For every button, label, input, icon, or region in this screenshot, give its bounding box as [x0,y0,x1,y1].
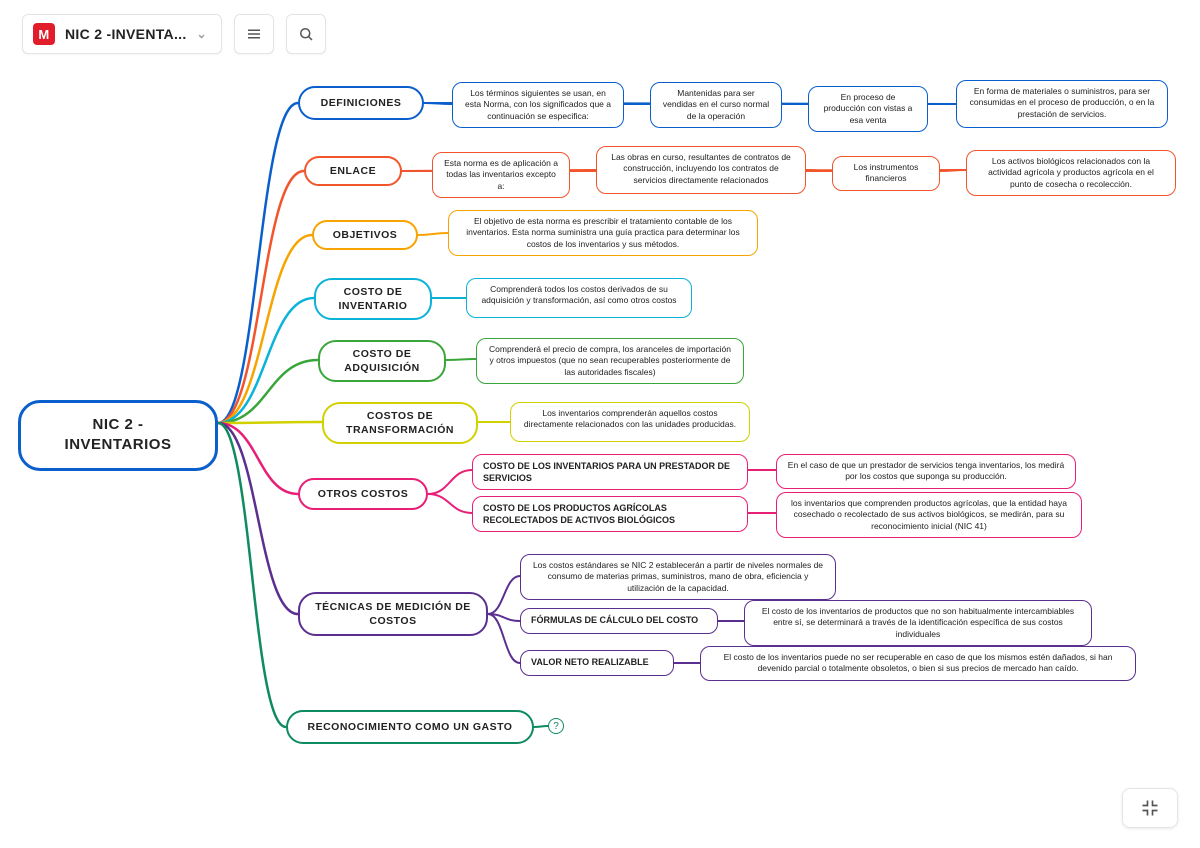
branch-tecnicas[interactable]: TÉCNICAS DE MEDICIÓN DE COSTOS [298,592,488,636]
collapse-icon [1140,798,1160,818]
toolbar: M NIC 2 -INVENTA... ⌄ [22,14,326,54]
menu-icon [245,25,263,43]
document-title: NIC 2 -INVENTA... [65,26,187,42]
leaf-otros-1-0[interactable]: los inventarios que comprenden productos… [776,492,1082,538]
chevron-down-icon: ⌄ [197,27,207,41]
leaf-enlace-1[interactable]: Las obras en curso, resultantes de contr… [596,146,806,194]
leaf-definiciones-3[interactable]: En forma de materiales o suministros, pa… [956,80,1168,128]
leaf-otros-0-0[interactable]: En el caso de que un prestador de servic… [776,454,1076,489]
mindmap-canvas[interactable]: NIC 2 -INVENTARIOS DEFINICIONES Los términ… [0,0,1200,848]
leaf-enlace-2[interactable]: Los instrumentos financieros [832,156,940,191]
branch-recon[interactable]: RECONOCIMIENTO COMO UN GASTO [286,710,534,744]
leaf-tecnicas-1-0[interactable]: El costo de los inventarios de productos… [744,600,1092,646]
leaf-definiciones-1[interactable]: Mantenidas para ser vendidas en el curso… [650,82,782,128]
branch-definiciones[interactable]: DEFINICIONES [298,86,424,120]
leaf-costo_trans-0[interactable]: Los inventarios comprenderán aquellos co… [510,402,750,442]
expand-recon[interactable]: ? [548,718,564,734]
leaf-costo_adq-0[interactable]: Comprenderá el precio de compra, los ara… [476,338,744,384]
branch-costo_inv[interactable]: COSTO DE INVENTARIO [314,278,432,320]
leaf-tecnicas-2-0[interactable]: El costo de los inventarios puede no ser… [700,646,1136,681]
search-button[interactable] [286,14,326,54]
leaf-enlace-3[interactable]: Los activos biológicos relacionados con … [966,150,1176,196]
collapse-button[interactable] [1122,788,1178,828]
document-title-chip[interactable]: M NIC 2 -INVENTA... ⌄ [22,14,222,54]
leaf-tecnicas-0[interactable]: Los costos estándares se NIC 2 establece… [520,554,836,600]
branch-enlace[interactable]: ENLACE [304,156,402,186]
root-node[interactable]: NIC 2 -INVENTARIOS [18,400,218,471]
leaf-definiciones-0[interactable]: Los términos siguientes se usan, en esta… [452,82,624,128]
app-logo: M [33,23,55,45]
leaf-tecnicas-1[interactable]: FÓRMULAS DE CÁLCULO DEL COSTO [520,608,718,634]
leaf-costo_inv-0[interactable]: Comprenderá todos los costos derivados d… [466,278,692,318]
leaf-otros-0[interactable]: COSTO DE LOS INVENTARIOS PARA UN PRESTAD… [472,454,748,490]
leaf-tecnicas-2[interactable]: VALOR NETO REALIZABLE [520,650,674,676]
leaf-enlace-0[interactable]: Esta norma es de aplicación a todas las … [432,152,570,198]
branch-costo_trans[interactable]: COSTOS DE TRANSFORMACIÓN [322,402,478,444]
menu-button[interactable] [234,14,274,54]
branch-objetivos[interactable]: OBJETIVOS [312,220,418,250]
leaf-definiciones-2[interactable]: En proceso de producción con vistas a es… [808,86,928,132]
leaf-objetivos-0[interactable]: El objetivo de esta norma es prescribir … [448,210,758,256]
branch-costo_adq[interactable]: COSTO DE ADQUISICIÓN [318,340,446,382]
search-icon [297,25,315,43]
leaf-otros-1[interactable]: COSTO DE LOS PRODUCTOS AGRÍCOLAS RECOLEC… [472,496,748,532]
branch-otros[interactable]: OTROS COSTOS [298,478,428,510]
